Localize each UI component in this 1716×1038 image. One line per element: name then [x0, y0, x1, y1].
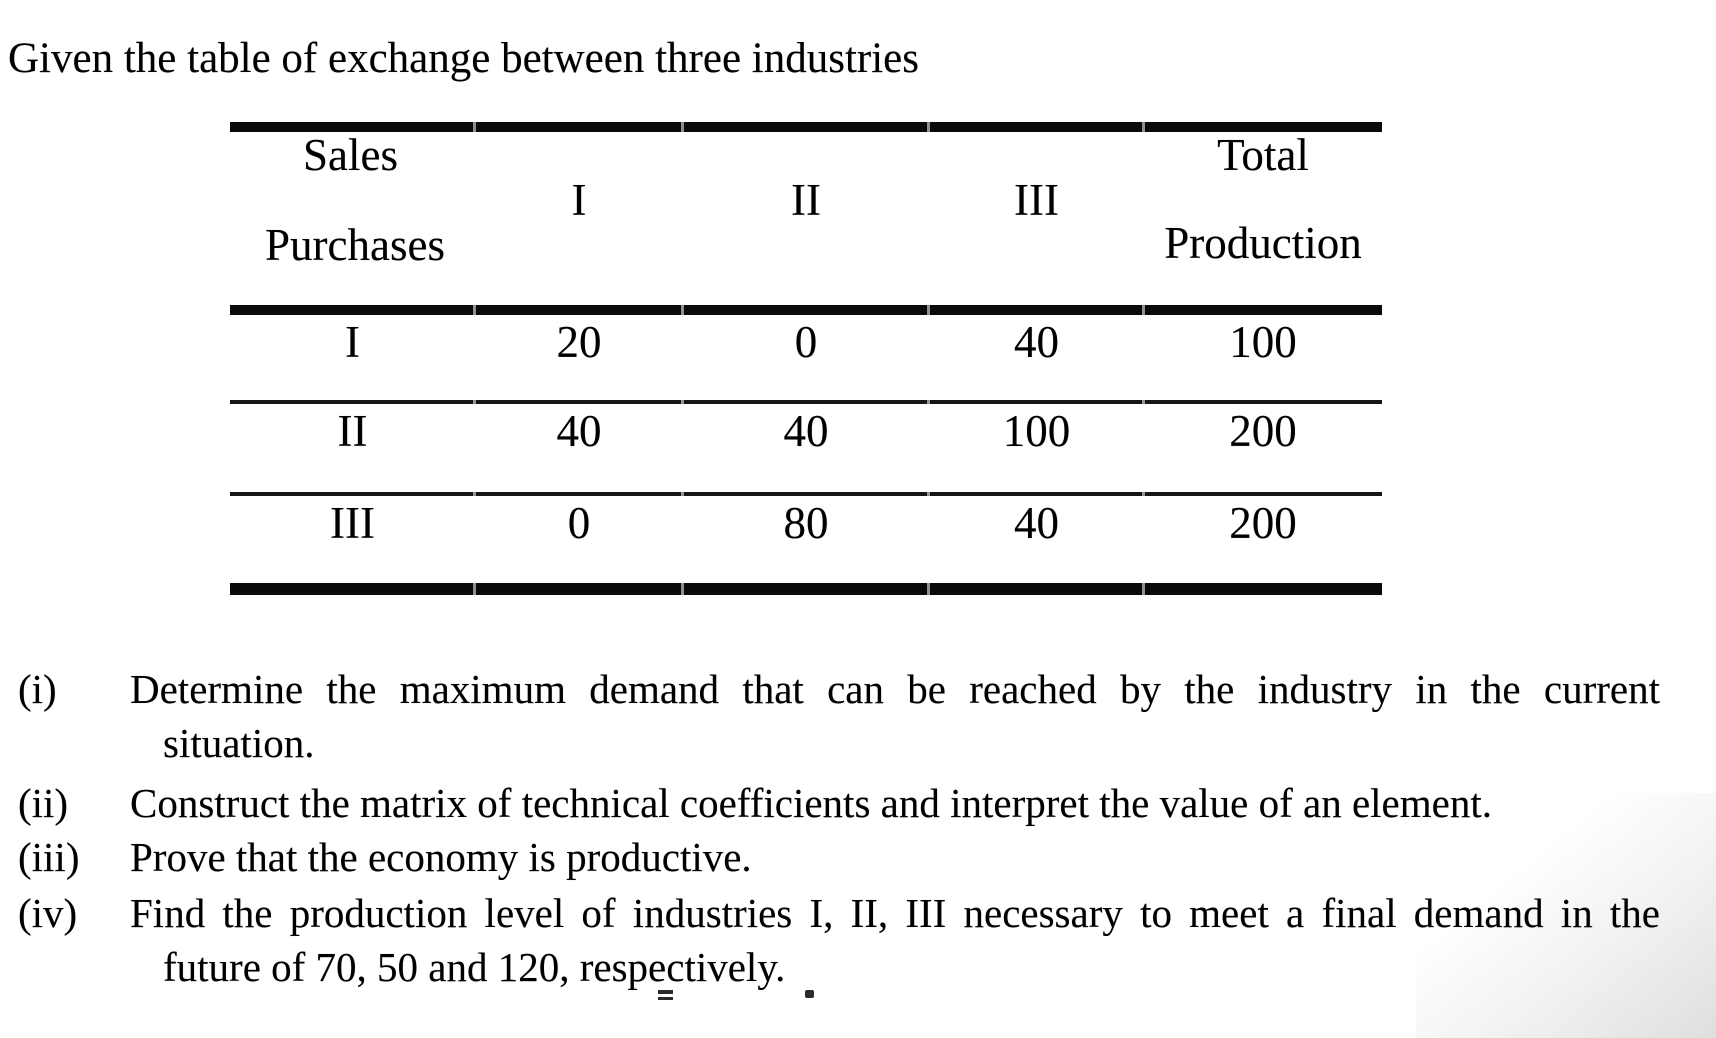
question-number: (iv) — [18, 890, 78, 936]
question-item-ii: (ii) Construct the matrix of technical c… — [18, 776, 1660, 830]
table-header-row: Sales Purchases I II III Total Productio… — [230, 130, 1382, 305]
cell-value: 40 — [783, 406, 829, 456]
column-notch — [1142, 400, 1145, 404]
column-header-I: I — [571, 175, 587, 225]
cell-value: 40 — [1014, 498, 1059, 548]
purchases-label: Purchases — [265, 220, 445, 270]
column-notch — [681, 400, 684, 404]
cropped-next-line-fragment — [805, 990, 814, 998]
question-item-i: (i) Determine the maximum demand that ca… — [18, 662, 1660, 770]
column-notch — [927, 583, 930, 595]
column-notch — [681, 492, 684, 496]
row-label: II — [337, 406, 368, 456]
table-top-border — [230, 122, 1382, 132]
question-text: Prove that the economy is productive. — [130, 830, 1660, 884]
total-production-header-cell: Total Production — [1144, 130, 1382, 305]
column-notch — [927, 305, 930, 315]
cell-value: 100 — [1002, 406, 1071, 456]
cell-value: 0 — [794, 317, 818, 367]
column-notch — [473, 122, 476, 132]
question-text: Construct the matrix of technical coeffi… — [130, 776, 1660, 830]
table-bottom-border — [230, 583, 1382, 595]
problem-statement-title: Given the table of exchange between thre… — [8, 35, 919, 82]
column-notch — [681, 583, 684, 595]
question-line: situation. — [163, 720, 315, 766]
column-notch — [1142, 305, 1145, 315]
cell-value: 20 — [556, 317, 602, 367]
column-notch — [1142, 492, 1145, 496]
question-text: Find the production level of industries … — [130, 886, 1660, 994]
question-number: (i) — [18, 666, 57, 712]
cell-total-production: 200 — [1229, 498, 1297, 548]
cropped-next-line-fragment — [658, 997, 673, 1000]
cell-total-production: 200 — [1229, 406, 1297, 456]
question-line: future of 70, 50 and 120, respectively. — [163, 944, 786, 990]
table-row-industry-III: III 0 80 40 200 — [230, 496, 1382, 583]
question-line: Prove that the economy is productive. — [130, 834, 752, 880]
corner-header-cell: Sales Purchases — [230, 130, 475, 305]
column-notch — [927, 492, 930, 496]
column-notch — [473, 583, 476, 595]
column-notch — [473, 305, 476, 315]
column-notch — [1142, 583, 1145, 595]
exchange-table: Sales Purchases I II III Total Productio… — [230, 122, 1382, 595]
header-bottom-border — [230, 305, 1382, 315]
cell-value: 40 — [556, 406, 602, 456]
table-row-industry-I: I 20 0 40 100 — [230, 315, 1382, 400]
cell-value: 80 — [783, 498, 829, 548]
column-notch — [927, 122, 930, 132]
cell-total-production: 100 — [1229, 317, 1297, 367]
cell-value: 0 — [567, 498, 591, 548]
cell-value: 40 — [1014, 317, 1059, 367]
question-line: Determine the maximum demand that can be… — [130, 666, 1660, 712]
production-label: Production — [1164, 218, 1362, 268]
question-text: Determine the maximum demand that can be… — [130, 662, 1660, 770]
column-notch — [927, 400, 930, 404]
row-divider — [230, 492, 1382, 496]
row-divider — [230, 400, 1382, 404]
column-header-II: II — [791, 175, 821, 225]
column-header-III: III — [1014, 175, 1059, 225]
question-item-iii: (iii) Prove that the economy is producti… — [18, 830, 1660, 884]
question-number: (iii) — [18, 834, 80, 880]
column-notch — [473, 400, 476, 404]
question-line: Find the production level of industries … — [130, 890, 1660, 936]
question-number: (ii) — [18, 780, 69, 826]
row-label: I — [345, 317, 360, 367]
column-notch — [681, 305, 684, 315]
question-item-iv: (iv) Find the production level of indust… — [18, 886, 1660, 994]
total-label: Total — [1217, 130, 1309, 180]
question-line: Construct the matrix of technical coeffi… — [130, 780, 1492, 826]
column-notch — [681, 122, 684, 132]
column-notch — [1142, 122, 1145, 132]
column-notch — [473, 492, 476, 496]
table-row-industry-II: II 40 40 100 200 — [230, 404, 1382, 492]
question-list: (i) Determine the maximum demand that ca… — [18, 662, 1660, 994]
cropped-next-line-fragment — [658, 990, 673, 994]
row-label: III — [330, 498, 375, 548]
sales-label: Sales — [303, 130, 398, 180]
